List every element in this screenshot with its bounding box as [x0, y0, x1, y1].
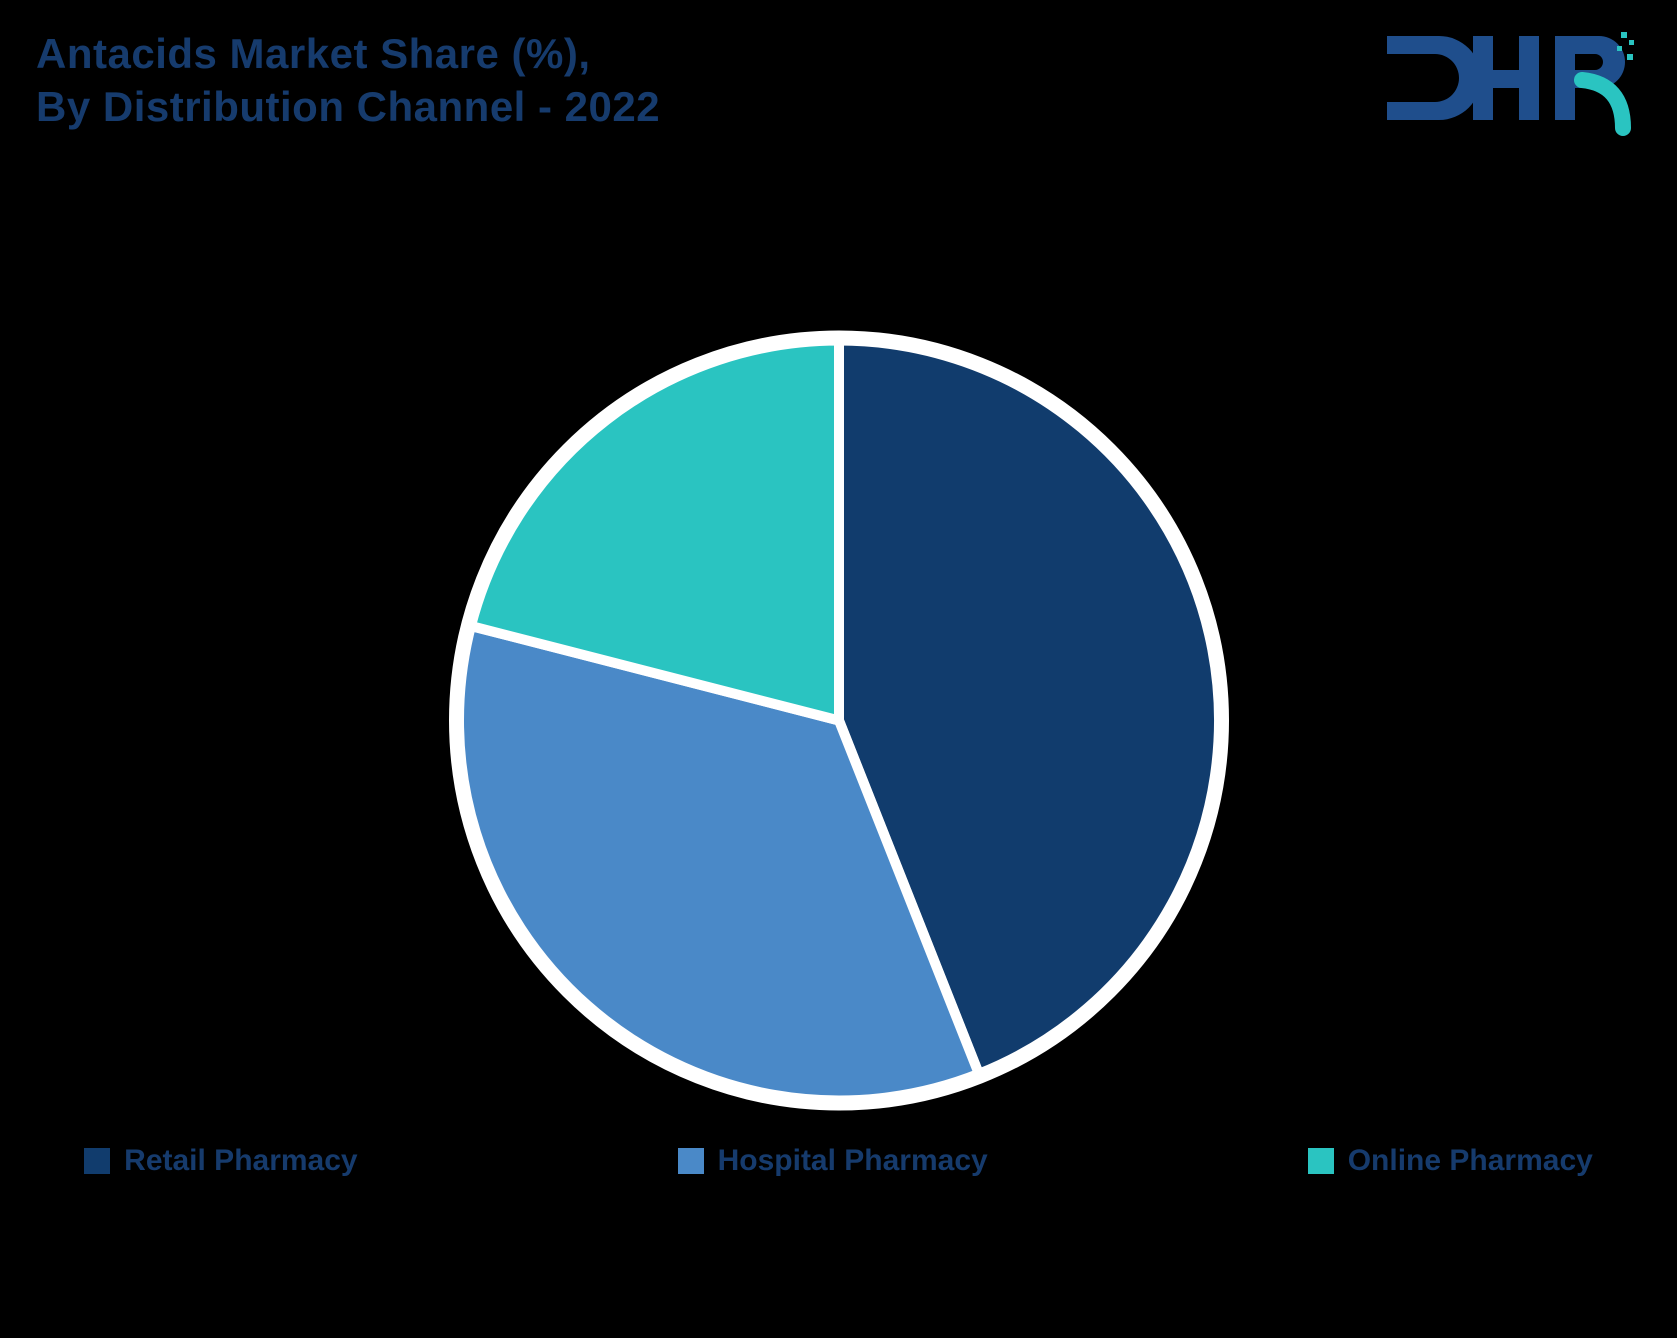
legend-item-retail: Retail Pharmacy: [84, 1144, 357, 1178]
dhr-logo: [1377, 18, 1637, 138]
chart-stage: Antacids Market Share (%), By Distributi…: [0, 0, 1677, 1338]
pie-chart: [439, 320, 1239, 1125]
logo-letter-d: [1387, 36, 1481, 120]
chart-title-line1: Antacids Market Share (%),: [36, 28, 660, 81]
logo-letter-r: [1555, 36, 1625, 128]
legend-item-online: Online Pharmacy: [1308, 1144, 1593, 1178]
legend-swatch-retail: [84, 1148, 110, 1174]
dhr-logo-svg: [1377, 18, 1637, 138]
legend-item-hospital: Hospital Pharmacy: [678, 1144, 988, 1178]
pie-chart-svg: [439, 320, 1239, 1120]
chart-title-line2: By Distribution Channel - 2022: [36, 81, 660, 134]
legend-swatch-hospital: [678, 1148, 704, 1174]
legend-swatch-online: [1308, 1148, 1334, 1174]
legend-label-online: Online Pharmacy: [1348, 1144, 1593, 1178]
logo-letter-h: [1473, 36, 1539, 120]
legend: Retail Pharmacy Hospital Pharmacy Online…: [0, 1144, 1677, 1178]
legend-label-retail: Retail Pharmacy: [124, 1144, 357, 1178]
legend-label-hospital: Hospital Pharmacy: [718, 1144, 988, 1178]
chart-title: Antacids Market Share (%), By Distributi…: [36, 28, 660, 133]
